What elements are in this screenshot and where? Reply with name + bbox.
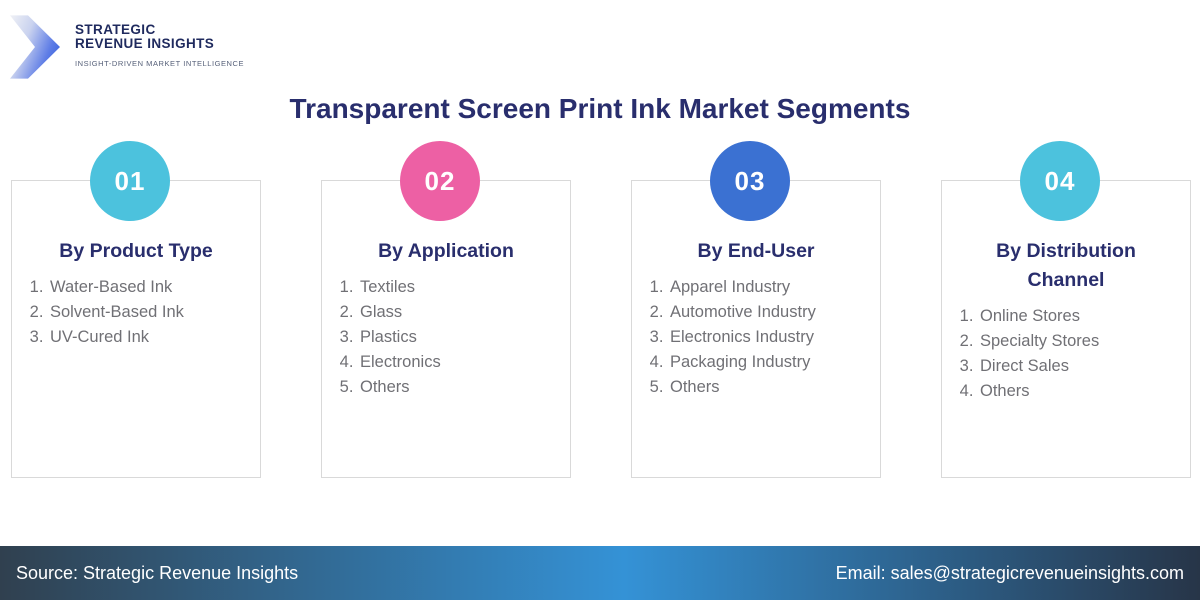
logo-chevron-icon xyxy=(10,15,60,79)
segment-item: Solvent-Based Ink xyxy=(48,300,260,325)
segment-number-badge-04: 04 xyxy=(1020,141,1100,221)
logo-brand-line2: REVENUE INSIGHTS xyxy=(75,36,215,51)
segment-card-distribution-channel: 04 By Distribution Channel Online Stores… xyxy=(941,141,1191,478)
segment-item: Automotive Industry xyxy=(668,300,880,325)
segment-item: Plastics xyxy=(358,325,570,350)
segment-item: Electronics xyxy=(358,350,570,375)
segment-item: Others xyxy=(358,375,570,400)
segment-number-badge-03: 03 xyxy=(710,141,790,221)
segment-item: Water-Based Ink xyxy=(48,275,260,300)
segment-cards: 01 By Product Type Water-Based Ink Solve… xyxy=(11,141,1191,478)
segment-item-list: Online Stores Specialty Stores Direct Sa… xyxy=(942,304,1190,404)
footer-source: Source: Strategic Revenue Insights xyxy=(16,562,299,583)
segment-heading-product-type: By Product Type xyxy=(59,240,213,262)
segment-heading-application: By Application xyxy=(378,240,514,262)
logo-tagline: INSIGHT-DRIVEN MARKET INTELLIGENCE xyxy=(75,59,245,68)
segment-item: Packaging Industry xyxy=(668,350,880,375)
segment-item: Others xyxy=(668,375,880,400)
segment-item-list: Water-Based Ink Solvent-Based Ink UV-Cur… xyxy=(12,275,260,350)
segment-number-badge-01: 01 xyxy=(90,141,170,221)
segment-item: Direct Sales xyxy=(978,354,1190,379)
logo-text: STRATEGIC REVENUE INSIGHTS INSIGHT-DRIVE… xyxy=(75,11,245,69)
segment-item-list: Apparel Industry Automotive Industry Ele… xyxy=(632,275,880,400)
segment-item: Specialty Stores xyxy=(978,329,1190,354)
logo: STRATEGIC REVENUE INSIGHTS INSIGHT-DRIVE… xyxy=(10,11,244,83)
segment-item: Textiles xyxy=(358,275,570,300)
footer-bar: Source: Strategic Revenue Insights Email… xyxy=(0,546,1200,600)
footer-email: Email: sales@strategicrevenueinsights.co… xyxy=(835,562,1184,583)
segment-item: Others xyxy=(978,379,1190,404)
logo-brand-line1: STRATEGIC xyxy=(75,22,156,37)
segment-card-end-user: 03 By End-User Apparel Industry Automoti… xyxy=(631,141,881,478)
segment-item-list: Textiles Glass Plastics Electronics Othe… xyxy=(322,275,570,400)
segment-number-badge-02: 02 xyxy=(400,141,480,221)
segment-item: Electronics Industry xyxy=(668,325,880,350)
segment-item: Apparel Industry xyxy=(668,275,880,300)
page-title: Transparent Screen Print Ink Market Segm… xyxy=(289,93,911,124)
segment-item: Glass xyxy=(358,300,570,325)
segment-card-application: 02 By Application Textiles Glass Plastic… xyxy=(321,141,571,478)
segment-heading-distribution-channel: By Distribution Channel xyxy=(996,240,1136,291)
segment-item: UV-Cured Ink xyxy=(48,325,260,350)
segment-heading-end-user: By End-User xyxy=(697,240,815,262)
segment-item: Online Stores xyxy=(978,304,1190,329)
segment-card-product-type: 01 By Product Type Water-Based Ink Solve… xyxy=(11,141,261,478)
